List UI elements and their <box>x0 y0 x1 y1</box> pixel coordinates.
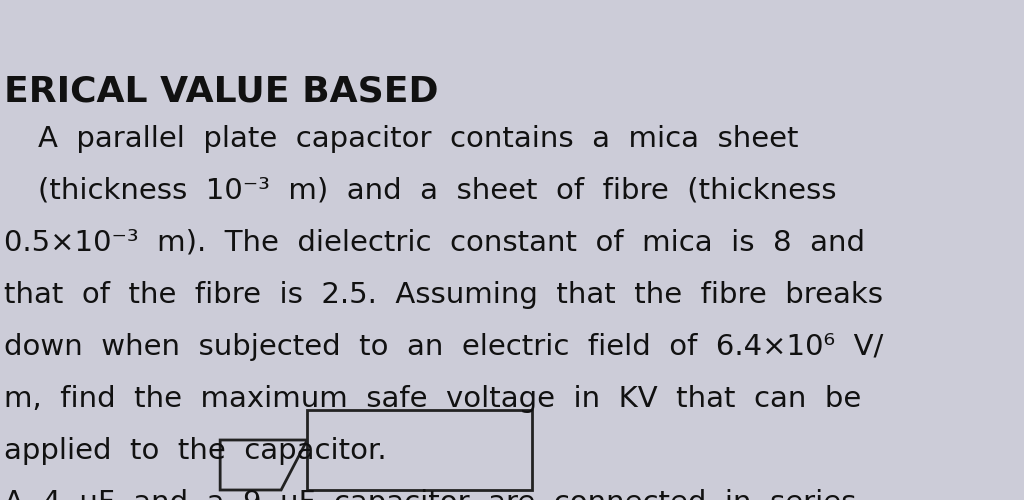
Text: (thickness  10⁻³  m)  and  a  sheet  of  fibre  (thickness: (thickness 10⁻³ m) and a sheet of fibre … <box>38 177 837 205</box>
Text: A  4  μF  and  a  9  μF  capacitor  are  connected  in  series: A 4 μF and a 9 μF capacitor are connecte… <box>4 489 856 500</box>
Text: down  when  subjected  to  an  electric  field  of  6.4×10⁶  V/: down when subjected to an electric field… <box>4 333 884 361</box>
Polygon shape <box>220 440 307 490</box>
Bar <box>307 410 532 490</box>
Text: applied  to  the  capacitor.: applied to the capacitor. <box>4 437 387 465</box>
Text: 0.5×10⁻³  m).  The  dielectric  constant  of  mica  is  8  and: 0.5×10⁻³ m). The dielectric constant of … <box>4 229 865 257</box>
Text: that  of  the  fibre  is  2.5.  Assuming  that  the  fibre  breaks: that of the fibre is 2.5. Assuming that … <box>4 281 883 309</box>
Text: ERICAL VALUE BASED: ERICAL VALUE BASED <box>4 75 438 109</box>
Text: m,  find  the  maximum  safe  voltage  in  KV  that  can  be: m, find the maximum safe voltage in KV t… <box>4 385 861 413</box>
Text: A  parallel  plate  capacitor  contains  a  mica  sheet: A parallel plate capacitor contains a mi… <box>38 125 799 153</box>
